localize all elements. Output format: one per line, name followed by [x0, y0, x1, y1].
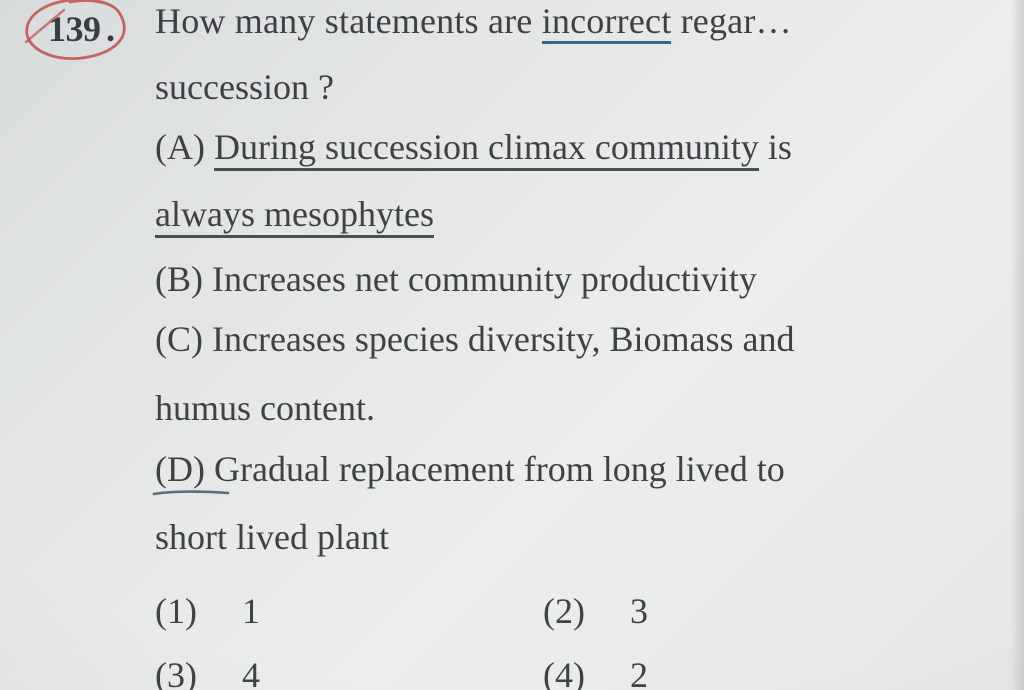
question-line1-pre: How many statements are — [155, 1, 542, 41]
answer-option-4: (4) 2 — [543, 654, 648, 690]
answer-option-1: (1) 1 — [155, 590, 260, 632]
statement-d-line2: short lived plant — [155, 516, 389, 558]
question-line1-post: regar… — [671, 1, 791, 41]
statement-a-label: (A) — [155, 127, 214, 167]
statement-a-l1-post: is — [759, 127, 792, 167]
statement-b: (B) Increases net community productivity — [155, 258, 757, 300]
statement-a-l1-u: climax community — [488, 127, 759, 171]
statement-a-l1-pre: During succession — [214, 127, 488, 171]
question-number-wrap: 139 . — [38, 6, 128, 66]
question-text-line2: succession ? — [155, 66, 334, 108]
statement-d-line1: (D) Gradual replacement from long lived … — [155, 448, 785, 490]
question-number-dot: . — [106, 8, 115, 50]
answer-option-2: (2) 3 — [543, 590, 648, 632]
page-root: 139 . How many statements are incorrect … — [0, 0, 1024, 690]
statement-a-l2-u: always mesophytes — [155, 194, 434, 238]
answer-option-3: (3) 4 — [155, 654, 260, 690]
statement-c-line2: humus content. — [155, 387, 375, 429]
question-number: 139 — [48, 8, 101, 50]
statement-c-line1: (C) Increases species diversity, Biomass… — [155, 318, 795, 360]
statement-a-line1: (A) During succession climax community i… — [155, 126, 792, 168]
question-line1-underlined: incorrect — [542, 1, 672, 44]
statement-a-line2: always mesophytes — [155, 193, 434, 235]
question-text-line1: How many statements are incorrect regar… — [155, 0, 792, 42]
page-right-edge-shadow — [1010, 0, 1024, 690]
pen-strike-icon — [152, 490, 230, 496]
